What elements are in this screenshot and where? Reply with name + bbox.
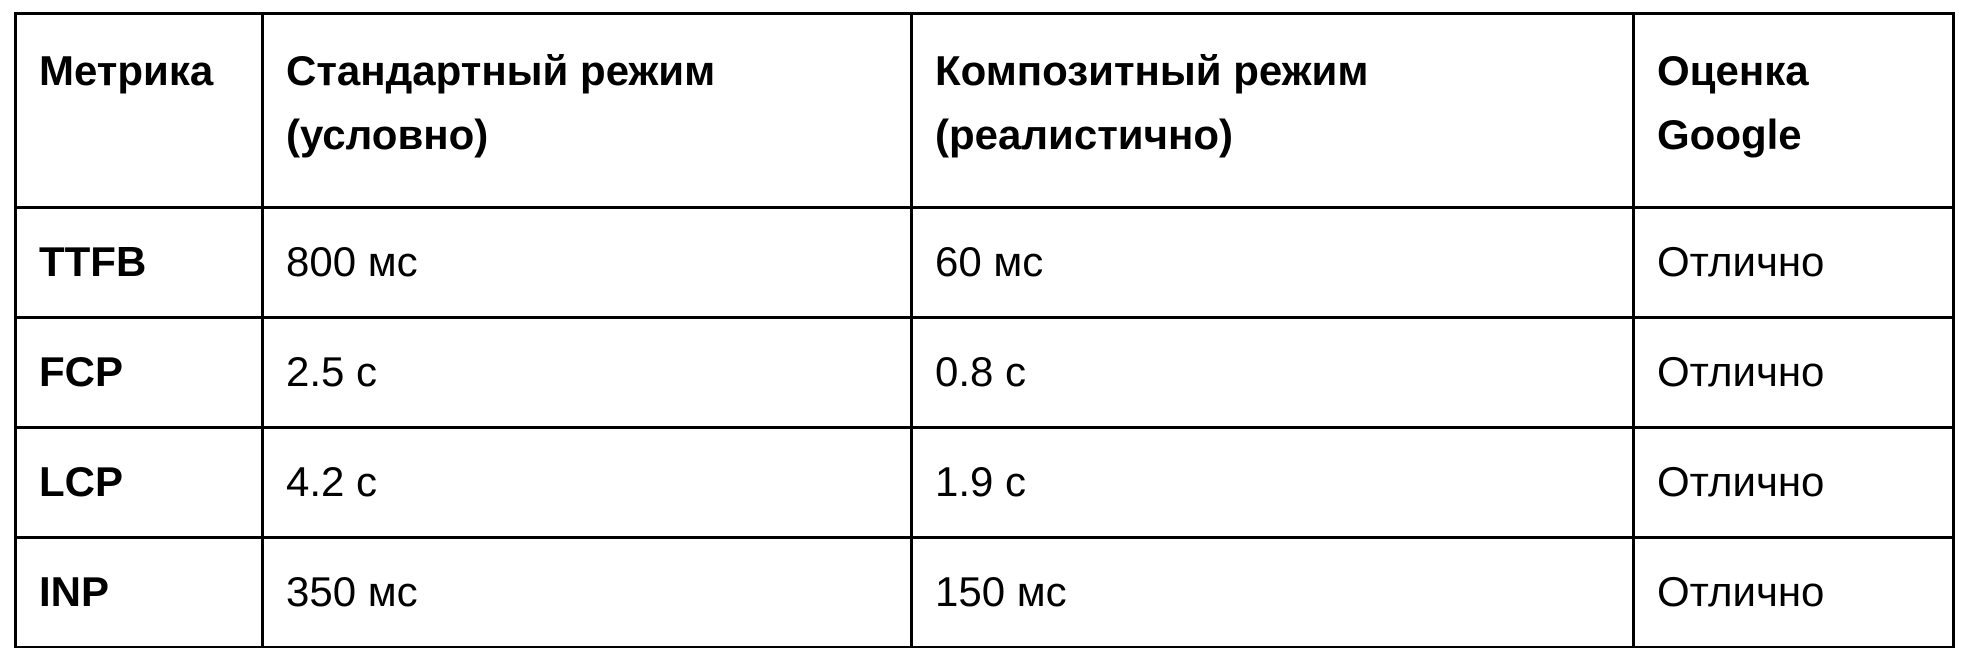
cell-google-score: Отлично: [1632, 316, 1955, 429]
cell-composite-value: 1.9 с: [910, 426, 1635, 539]
cell-standard-value: 4.2 с: [261, 426, 913, 539]
cell-google-score: Отлично: [1632, 206, 1955, 319]
cell-metric-name: INP: [14, 536, 264, 648]
table-row-lcp: LCP 4.2 с 1.9 с Отлично: [14, 426, 1955, 539]
cell-standard-value: 800 мс: [261, 206, 913, 319]
cell-composite-value: 150 мс: [910, 536, 1635, 648]
cell-metric-name: FCP: [14, 316, 264, 429]
cell-google-score: Отлично: [1632, 426, 1955, 539]
table-row-ttfb: TTFB 800 мс 60 мс Отлично: [14, 206, 1955, 319]
cell-metric-name: LCP: [14, 426, 264, 539]
column-header-standard: Стандартный режим (условно): [261, 12, 913, 209]
cell-google-score: Отлично: [1632, 536, 1955, 648]
header-row: Метрика Стандартный режим (условно) Комп…: [14, 12, 1955, 209]
cell-composite-value: 0.8 с: [910, 316, 1635, 429]
column-header-composite: Композитный режим (реалистично): [910, 12, 1635, 209]
cell-standard-value: 2.5 с: [261, 316, 913, 429]
cell-metric-name: TTFB: [14, 206, 264, 319]
table-row-inp: INP 350 мс 150 мс Отлично: [14, 536, 1955, 648]
metrics-comparison-table: Метрика Стандартный режим (условно) Комп…: [14, 12, 1955, 648]
table-row-fcp: FCP 2.5 с 0.8 с Отлично: [14, 316, 1955, 429]
column-header-score: Оценка Google: [1632, 12, 1955, 209]
cell-standard-value: 350 мс: [261, 536, 913, 648]
cell-composite-value: 60 мс: [910, 206, 1635, 319]
column-header-metric: Метрика: [14, 12, 264, 209]
